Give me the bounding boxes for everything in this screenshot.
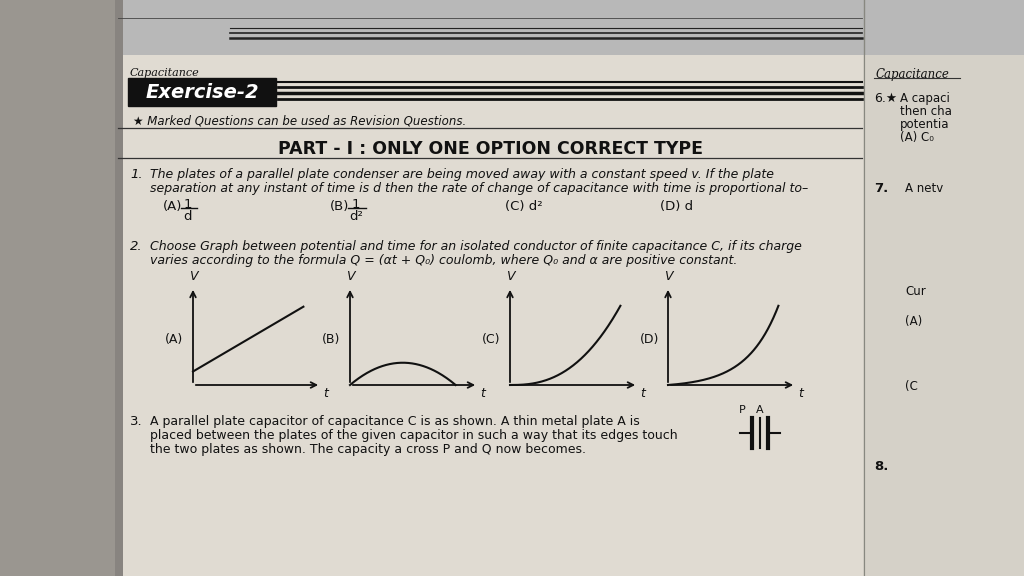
Text: A netv: A netv <box>905 182 943 195</box>
Text: 1: 1 <box>352 198 360 211</box>
Text: Capacitance: Capacitance <box>130 68 200 78</box>
Text: (B): (B) <box>330 200 349 213</box>
Text: Capacitance: Capacitance <box>876 68 950 81</box>
Text: V: V <box>346 270 354 283</box>
Text: (D): (D) <box>640 334 659 347</box>
Text: then cha: then cha <box>900 105 952 118</box>
Text: t: t <box>798 387 803 400</box>
Text: Choose Graph between potential and time for an isolated conductor of finite capa: Choose Graph between potential and time … <box>150 240 802 253</box>
Text: A: A <box>756 405 764 415</box>
Text: V: V <box>506 270 514 283</box>
Bar <box>866 0 1024 576</box>
Text: (A): (A) <box>905 315 923 328</box>
Bar <box>0 0 118 576</box>
Text: separation at any instant of time is d then the rate of change of capacitance wi: separation at any instant of time is d t… <box>150 182 808 195</box>
Text: 1: 1 <box>183 198 193 211</box>
Text: the two plates as shown. The capacity a cross P and Q now becomes.: the two plates as shown. The capacity a … <box>150 443 586 456</box>
Text: t: t <box>480 387 485 400</box>
Text: ★ Marked Questions can be used as Revision Questions.: ★ Marked Questions can be used as Revisi… <box>133 115 466 128</box>
Text: (A): (A) <box>163 200 182 213</box>
Text: (A): (A) <box>165 334 183 347</box>
Text: (C) d²: (C) d² <box>505 200 543 213</box>
Text: (C): (C) <box>482 334 501 347</box>
Bar <box>118 0 866 576</box>
Text: A parallel plate capacitor of capacitance C is as shown. A thin metal plate A is: A parallel plate capacitor of capacitanc… <box>150 415 640 428</box>
Text: (D) d: (D) d <box>660 200 693 213</box>
Text: V: V <box>664 270 672 283</box>
Text: (B): (B) <box>322 334 340 347</box>
Bar <box>128 78 276 106</box>
Text: 8.: 8. <box>874 460 889 473</box>
Text: Exercise-2: Exercise-2 <box>145 82 259 101</box>
Text: d: d <box>183 210 193 223</box>
Text: t: t <box>323 387 328 400</box>
Text: t: t <box>640 387 645 400</box>
Text: Cur: Cur <box>905 285 926 298</box>
Bar <box>115 0 123 576</box>
Text: (A) C₀: (A) C₀ <box>900 131 934 144</box>
Text: (C: (C <box>905 380 918 393</box>
Bar <box>0 0 118 576</box>
Text: 2.: 2. <box>130 240 142 253</box>
Text: 6.★: 6.★ <box>874 92 897 105</box>
Text: The plates of a parallel plate condenser are being moved away with a constant sp: The plates of a parallel plate condenser… <box>150 168 774 181</box>
Text: 7.: 7. <box>874 182 888 195</box>
Text: 3.: 3. <box>130 415 142 428</box>
Bar <box>0 0 1024 55</box>
Text: d²: d² <box>349 210 362 223</box>
Text: potentia: potentia <box>900 118 949 131</box>
Text: 1.: 1. <box>130 168 142 181</box>
Text: placed between the plates of the given capacitor in such a way that its edges to: placed between the plates of the given c… <box>150 429 678 442</box>
Text: A capaci: A capaci <box>900 92 950 105</box>
Text: V: V <box>188 270 198 283</box>
Text: P: P <box>738 405 745 415</box>
Text: varies according to the formula Q = (αt + Q₀) coulomb, where Q₀ and α are positi: varies according to the formula Q = (αt … <box>150 254 737 267</box>
Text: PART - I : ONLY ONE OPTION CORRECT TYPE: PART - I : ONLY ONE OPTION CORRECT TYPE <box>278 140 702 158</box>
